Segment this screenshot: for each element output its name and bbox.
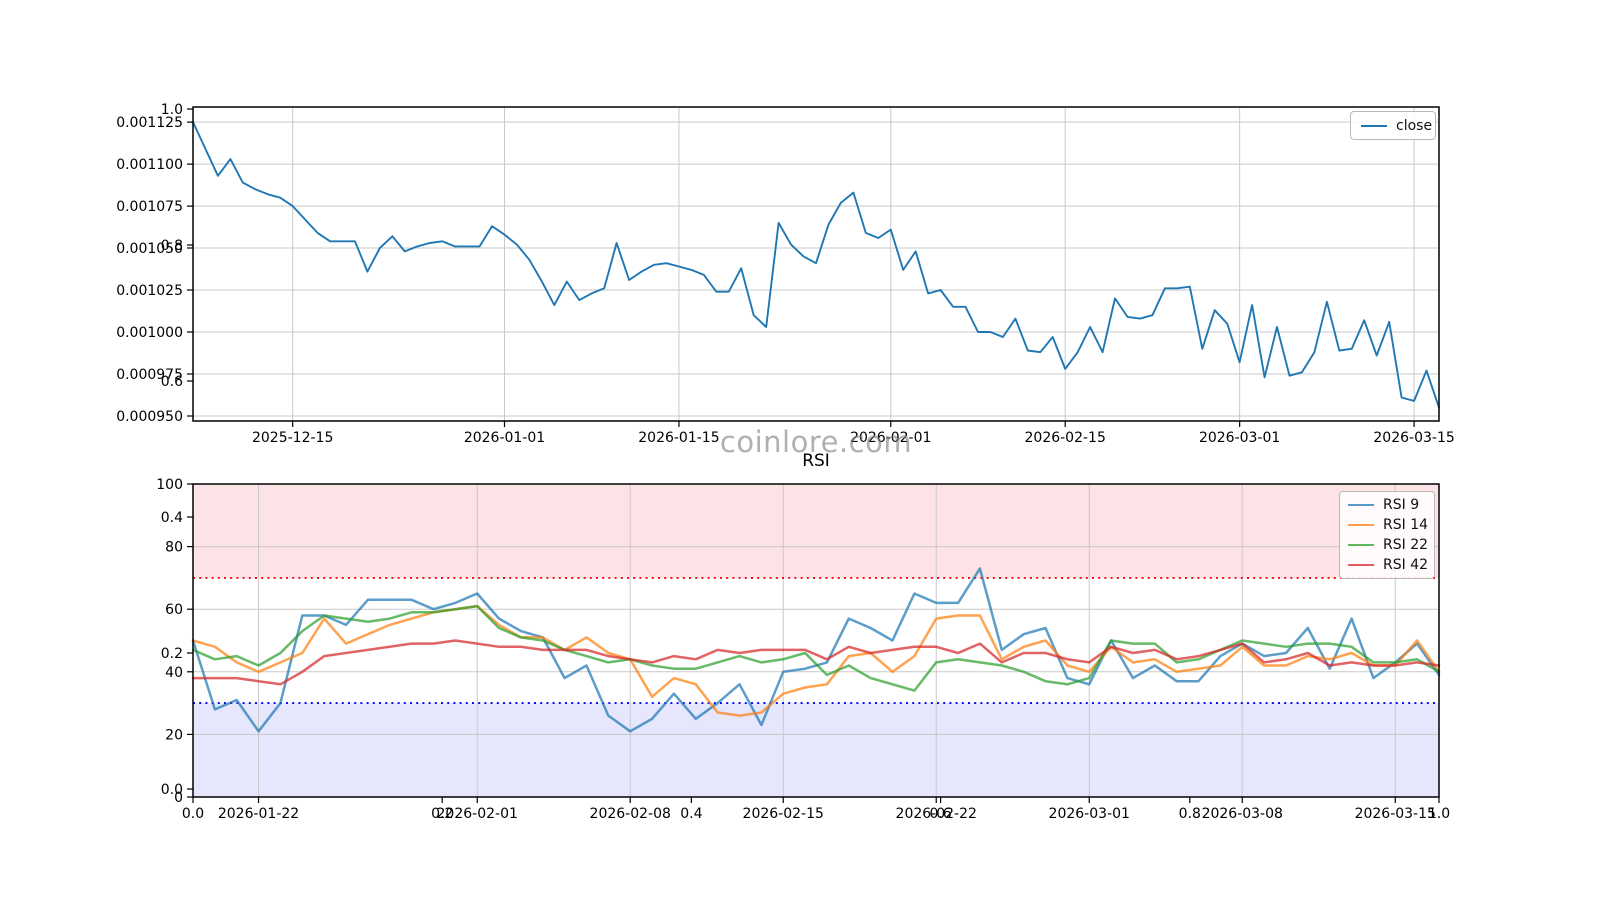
watermark: coinlore.com (719, 425, 913, 459)
legend-item-close: close (1361, 116, 1432, 135)
tick-label: 0.001075 (116, 199, 183, 215)
tick-label: 0.001100 (116, 157, 183, 173)
tick-label: 0.000975 (116, 367, 183, 383)
tick-label: 2026-02-22 (896, 806, 977, 822)
tick-label: 2026-03-08 (1202, 806, 1283, 822)
price-legend: close (1350, 111, 1436, 140)
legend-label: RSI 14 (1383, 517, 1429, 533)
line-rsi-22 (191, 604, 1441, 692)
tick-label: 0.8 (161, 238, 183, 254)
tick-label: 2026-03-01 (1049, 806, 1130, 822)
tick-label: 2025-12-15 (252, 430, 333, 446)
price-axes-frame (192, 106, 1440, 422)
tick-label: 2026-03-15 (1373, 430, 1454, 446)
tick-label: 100 (156, 477, 183, 493)
tick-label: 40 (165, 665, 183, 681)
close-line-swatch (1361, 124, 1387, 127)
tick-label: 2026-01-22 (218, 806, 299, 822)
tick-label: 0.4 (680, 806, 702, 822)
line-rsi-14 (191, 604, 1441, 717)
tick-label: 0.001000 (116, 325, 183, 341)
tick-label: 2026-02-15 (1025, 430, 1106, 446)
tick-label: 0.4 (161, 510, 183, 526)
oversold-band (193, 703, 1439, 797)
legend-label: RSI 22 (1383, 537, 1429, 553)
tick-label: 2026-02-15 (743, 806, 824, 822)
line-rsi-42 (191, 639, 1441, 686)
rsi-axes-frame (192, 483, 1440, 798)
legend-item-rsi-22: RSI 22 (1348, 535, 1429, 555)
tick-label: 2026-02-01 (437, 806, 518, 822)
rsi-42-swatch (1348, 564, 1374, 566)
tick-label: 0.001050 (116, 241, 183, 257)
overbought-band (193, 484, 1439, 578)
tick-label: 2026-02-08 (590, 806, 671, 822)
legend-label: RSI 42 (1383, 557, 1429, 573)
tick-label: 80 (165, 540, 183, 556)
tick-label: 0.6 (929, 806, 951, 822)
legend-item-rsi-14: RSI 14 (1348, 515, 1429, 535)
tick-label: 0.0 (182, 806, 204, 822)
tick-label: 1.0 (1428, 806, 1450, 822)
tick-label: 2026-03-01 (1199, 430, 1280, 446)
tick-label: 60 (165, 602, 183, 618)
tick-label: 0.2 (431, 806, 453, 822)
tick-label: 0.8 (1179, 806, 1201, 822)
tick-label: 2026-02-01 (850, 430, 931, 446)
close-legend-label: close (1396, 117, 1433, 134)
tick-label: 0.000950 (116, 409, 183, 425)
legend-label: RSI 9 (1383, 497, 1420, 513)
tick-label: 2026-03-15 (1355, 806, 1436, 822)
rsi-panel-title: RSI (802, 451, 830, 471)
tick-label: 0.6 (161, 374, 183, 390)
tick-label: 1.0 (161, 102, 183, 118)
tick-label: 0.001025 (116, 283, 183, 299)
tick-label: 0 (174, 790, 183, 806)
rsi-22-swatch (1348, 544, 1374, 546)
rsi-9-swatch (1348, 504, 1374, 506)
legend-item-rsi-9: RSI 9 (1348, 495, 1426, 515)
rsi-legend: RSI 9 RSI 14 RSI 22 RSI 42 (1339, 491, 1435, 579)
tick-label: 0.0 (161, 782, 183, 798)
tick-label: 0.2 (161, 646, 183, 662)
tick-label: 20 (165, 727, 183, 743)
close-line (192, 121, 1440, 409)
legend-item-rsi-42: RSI 42 (1348, 555, 1429, 575)
tick-label: 2026-01-01 (464, 430, 545, 446)
tick-label: 2026-01-15 (638, 430, 719, 446)
rsi-14-swatch (1348, 524, 1374, 526)
tick-label: 0.001125 (116, 115, 183, 131)
